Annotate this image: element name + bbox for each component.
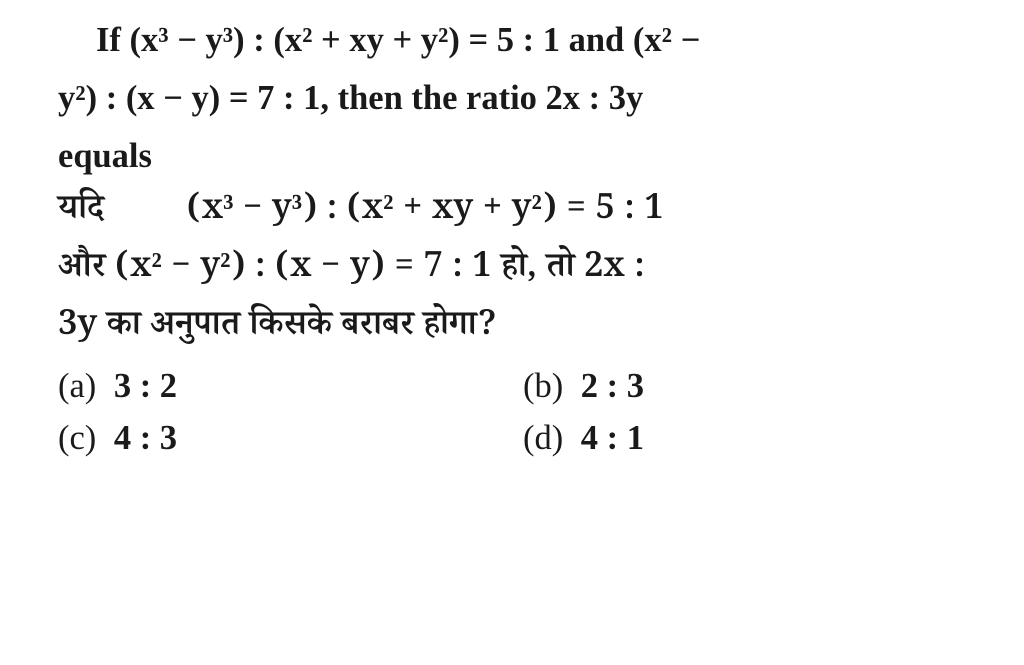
option-d-label: (d) — [523, 419, 563, 457]
question-block: If (x³ − y³) : (x² + xy + y²) = 5 : 1 an… — [0, 0, 1024, 484]
question-hi-line1-math: (x³ − y³) : (x² + xy + y²) = 5 : 1 — [187, 186, 664, 240]
question-hi-line1-pre: यदि — [58, 186, 104, 240]
question-en-line1: If (x³ − y³) : (x² + xy + y²) = 5 : 1 an… — [58, 14, 988, 68]
option-b-value: 2 : 3 — [581, 367, 644, 405]
question-hi-line2: और (x² − y²) : (x − y) = 7 : 1 हो, तो 2x… — [58, 245, 988, 299]
option-c-label: (c) — [58, 419, 96, 457]
option-c-value: 4 : 3 — [114, 419, 177, 457]
option-d[interactable]: (d) 4 : 1 — [523, 413, 988, 465]
option-b-label: (b) — [523, 367, 563, 405]
option-a-label: (a) — [58, 367, 96, 405]
question-en-line3: equals — [58, 130, 988, 184]
option-d-value: 4 : 1 — [581, 419, 644, 457]
option-a[interactable]: (a) 3 : 2 — [58, 361, 523, 413]
question-hi-line3: 3y का अनुपात किसके बराबर होगा? — [58, 303, 988, 357]
options: (a) 3 : 2 (b) 2 : 3 (c) 4 : 3 (d) 4 : 1 — [58, 361, 988, 465]
option-b[interactable]: (b) 2 : 3 — [523, 361, 988, 413]
question-en-line2: y²) : (x − y) = 7 : 1, then the ratio 2x… — [58, 72, 988, 126]
option-a-value: 3 : 2 — [114, 367, 177, 405]
question-hi-line1: यदि (x³ − y³) : (x² + xy + y²) = 5 : 1 — [58, 187, 988, 241]
option-c[interactable]: (c) 4 : 3 — [58, 413, 523, 465]
